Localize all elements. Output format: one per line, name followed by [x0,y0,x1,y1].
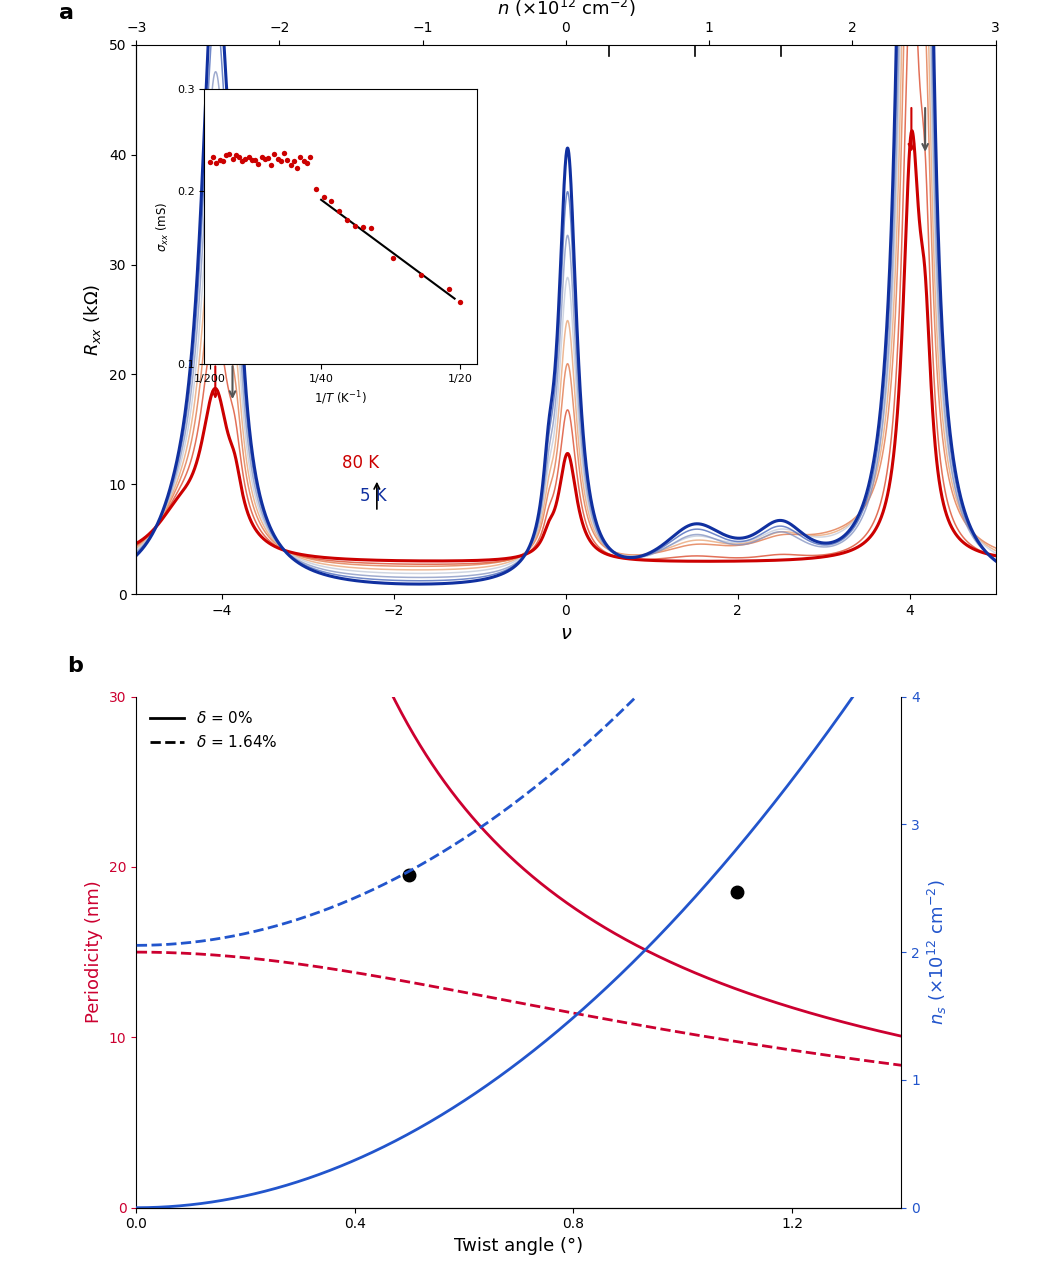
Point [307,179,324,199]
Text: a: a [59,3,74,23]
Point [296,151,312,171]
Point [227,146,244,166]
Point [208,152,224,173]
Text: 5 K: 5 K [359,487,387,505]
Point [323,190,340,211]
X-axis label: $1/T$ (K$^{-1}$): $1/T$ (K$^{-1}$) [314,390,367,408]
Point [363,217,379,238]
Point [413,265,430,285]
Point [221,144,238,165]
Point [254,147,270,167]
Point [282,155,299,175]
Point [315,187,332,207]
Point [246,150,263,170]
Point [257,148,274,169]
Point [204,147,221,167]
Y-axis label: $n_s$ ($\times$10$^{12}$ cm$^{-2}$): $n_s$ ($\times$10$^{12}$ cm$^{-2}$) [925,879,948,1025]
Point [355,216,372,236]
Point [276,143,292,164]
X-axis label: Twist angle (°): Twist angle (°) [454,1237,584,1255]
Point [234,151,250,171]
Point [212,150,228,170]
Point [452,293,468,313]
Point [240,147,257,167]
Point [272,151,289,171]
Point [250,153,267,174]
Point [263,155,280,175]
Point [288,157,305,178]
Point [201,152,218,173]
Legend: $\delta$ = 0%, $\delta$ = 1.64%: $\delta$ = 0%, $\delta$ = 1.64% [144,704,283,757]
Text: 80 K: 80 K [343,454,379,472]
Point [440,279,457,299]
Point [347,216,364,236]
Point [260,148,277,169]
Point [224,148,241,169]
X-axis label: $n$ ($\times$10$^{12}$ cm$^{-2}$): $n$ ($\times$10$^{12}$ cm$^{-2}$) [497,0,635,19]
Point [231,147,247,167]
Point [218,144,235,165]
Y-axis label: $\sigma_{xx}$ (mS): $\sigma_{xx}$ (mS) [155,202,171,252]
Y-axis label: $R_{xx}$ (k$\Omega$): $R_{xx}$ (k$\Omega$) [83,284,104,355]
Point [215,151,232,171]
Point [299,152,315,173]
Point [269,148,286,169]
Point [279,150,296,170]
Point [292,147,309,167]
Point [237,150,254,170]
Point [331,201,348,221]
Point [385,248,401,268]
Point [243,150,260,170]
Text: b: b [67,656,83,676]
Point [266,144,283,165]
Point [302,147,319,167]
Point [339,210,355,230]
Point [285,151,302,171]
Y-axis label: Periodicity (nm): Periodicity (nm) [85,881,104,1024]
X-axis label: $\nu$: $\nu$ [560,624,572,643]
